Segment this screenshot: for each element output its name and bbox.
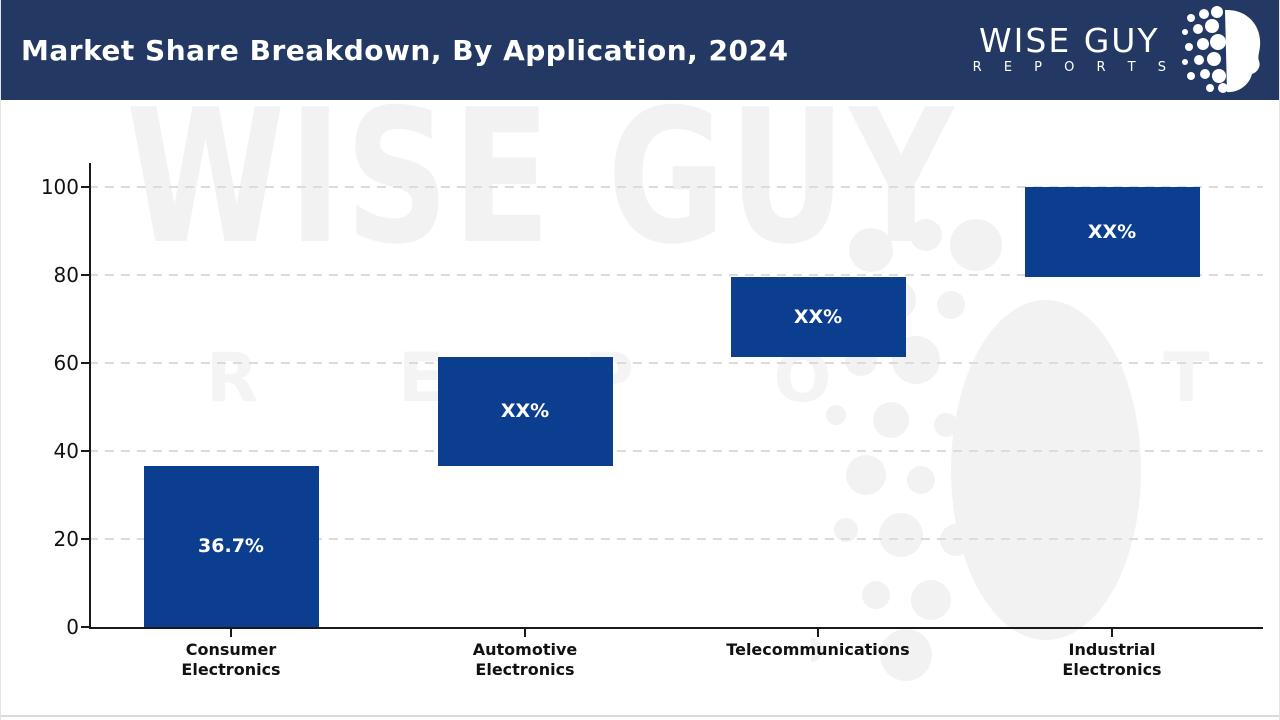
x-tick-2 <box>817 629 819 637</box>
x-category-label-2: Telecommunications <box>726 640 910 659</box>
x-category-label-3: Industrial Electronics <box>1062 640 1162 679</box>
bar-industrial: XX% <box>1024 187 1200 277</box>
y-tick-40 <box>81 450 89 452</box>
y-tick-label-20: 20 <box>53 527 79 551</box>
chart-canvas: WISE GUY R E P O R T S 02040608010036.7%… <box>1 85 1279 720</box>
bottom-divider <box>1 715 1279 717</box>
bar-automotive: XX% <box>437 356 613 466</box>
gridline-80 <box>89 274 1263 276</box>
watermark-text: WISE GUY <box>126 69 957 285</box>
bar-value-label: XX% <box>1087 220 1137 243</box>
x-category-label-1: Automotive Electronics <box>472 640 578 679</box>
gridline-100 <box>89 186 1263 188</box>
bar-consumer: 36.7% <box>143 465 319 627</box>
gridline-20 <box>89 538 1263 540</box>
y-tick-label-40: 40 <box>53 439 79 463</box>
x-axis-spine <box>89 627 1263 629</box>
brand-subtitle: R E P O R T S <box>972 60 1175 75</box>
brand-name: WISE GUY <box>979 21 1160 60</box>
gridline-40 <box>89 450 1263 452</box>
watermark-head-icon <box>811 219 1141 681</box>
brand-face-icon <box>1182 6 1261 93</box>
y-tick-100 <box>81 186 89 188</box>
y-tick-60 <box>81 362 89 364</box>
y-tick-20 <box>81 538 89 540</box>
bar-value-label: XX% <box>500 400 550 423</box>
gridline-60 <box>89 362 1263 364</box>
y-axis-spine <box>89 163 91 629</box>
y-tick-label-100: 100 <box>40 175 79 199</box>
brand-logo-text: WISE GUY R E P O R T S <box>964 24 1175 76</box>
header-bar: Market Share Breakdown, By Application, … <box>1 0 1279 100</box>
y-tick-label-80: 80 <box>53 263 79 287</box>
y-tick-80 <box>81 274 89 276</box>
y-tick-label-0: 0 <box>66 615 79 639</box>
x-tick-1 <box>524 629 526 637</box>
bar-value-label: XX% <box>793 305 843 328</box>
chart-title: Market Share Breakdown, By Application, … <box>21 33 789 67</box>
x-tick-3 <box>1111 629 1113 637</box>
y-tick-label-60: 60 <box>53 351 79 375</box>
bar-telecommunications: XX% <box>730 276 906 357</box>
x-category-label-0: Consumer Electronics <box>181 640 281 679</box>
bar-value-label: 36.7% <box>198 535 264 558</box>
y-tick-0 <box>81 626 89 628</box>
x-tick-0 <box>230 629 232 637</box>
brand-logo: WISE GUY R E P O R T S <box>964 6 1263 94</box>
